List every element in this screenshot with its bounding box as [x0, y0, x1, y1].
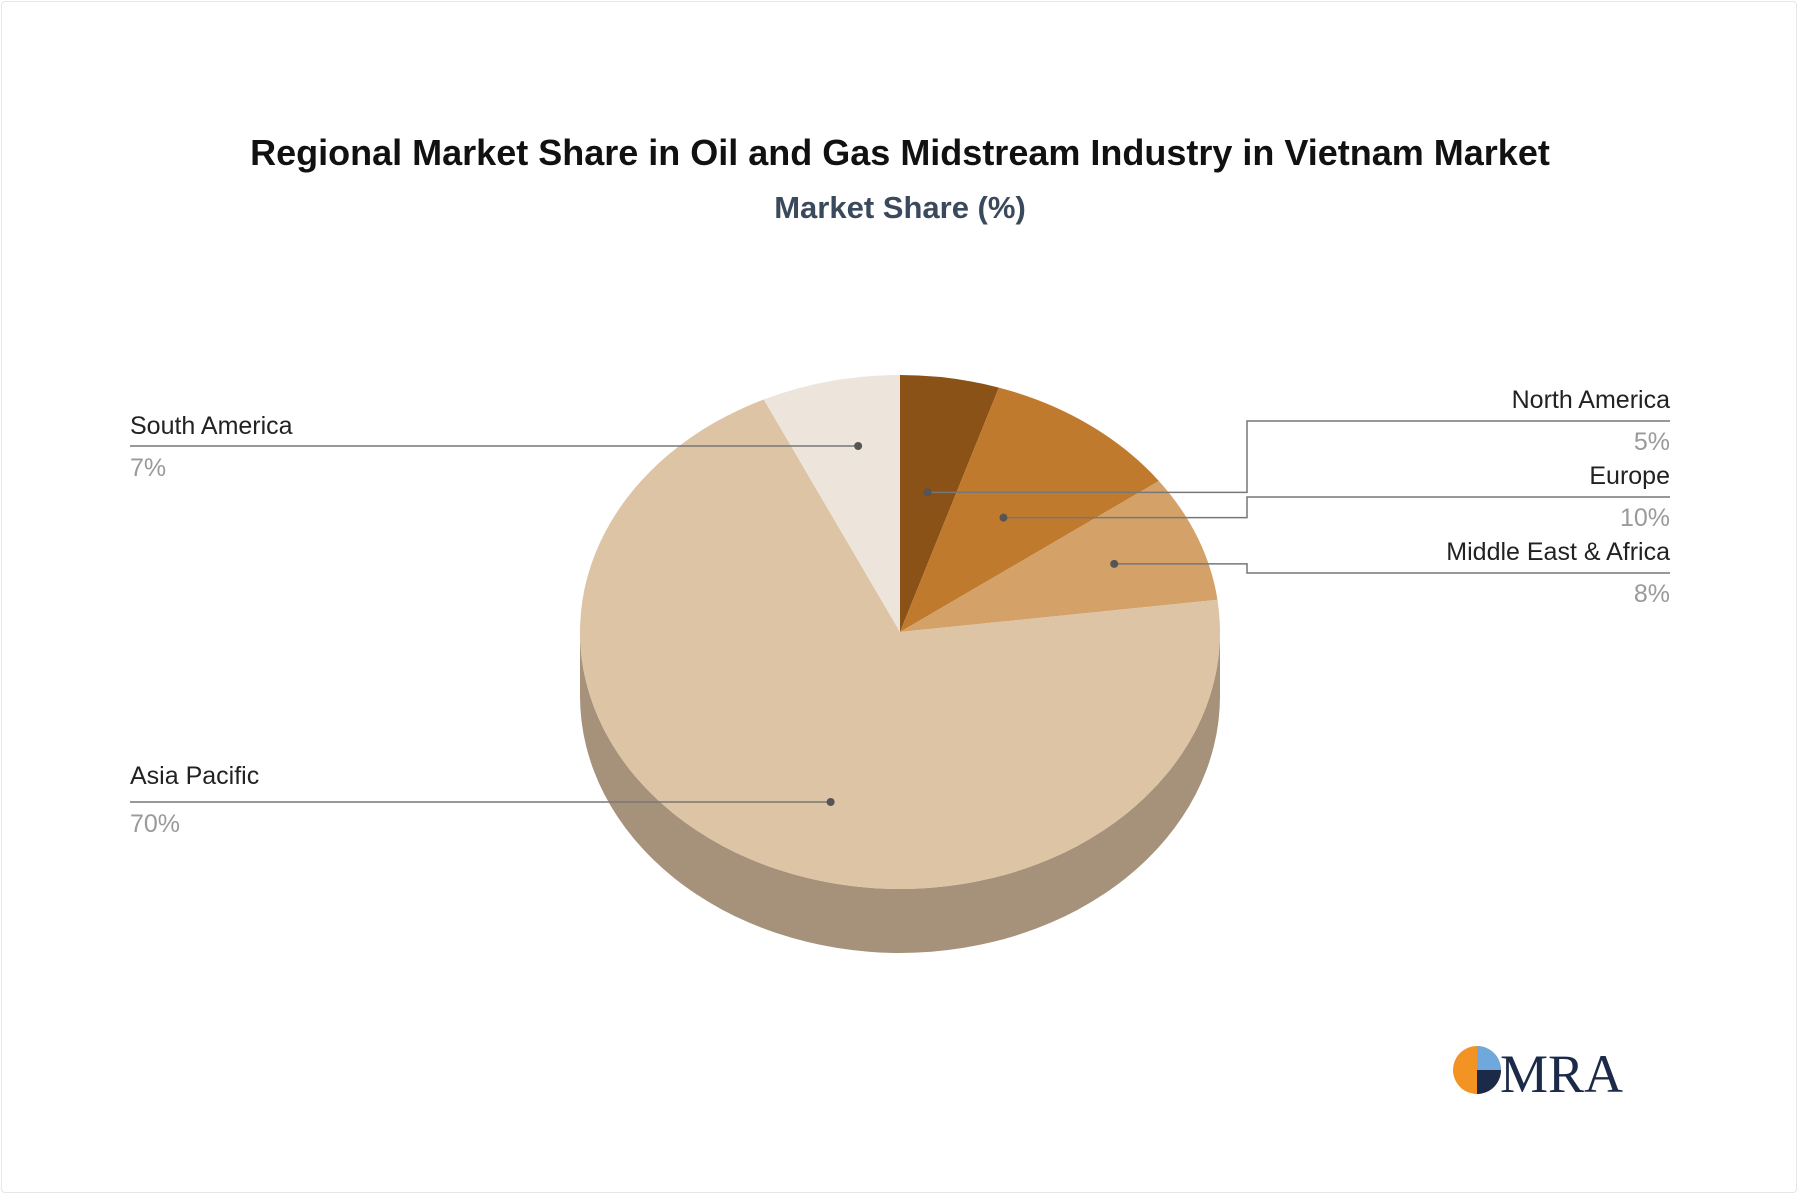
leader-line-north-america	[927, 420, 1670, 494]
pie-slice-middle-east-africa	[900, 480, 1218, 632]
pie-slice-south-america	[763, 375, 900, 632]
leader-dot-north-america	[923, 488, 932, 497]
chart-subtitle: Market Share (%)	[774, 190, 1026, 225]
pie-slice-north-america	[900, 375, 999, 632]
mra-logo: MRA	[1450, 1040, 1640, 1104]
pie-slice-europe	[900, 387, 1159, 632]
chart-title: Regional Market Share in Oil and Gas Mid…	[250, 132, 1550, 173]
label-value-north-america: 5%	[1634, 428, 1670, 456]
label-value-middle-east-africa: 8%	[1634, 580, 1670, 608]
label-name-north-america: North America	[1512, 386, 1670, 414]
leader-line-middle-east-africa	[1114, 563, 1670, 574]
leader-dot-asia-pacific	[826, 798, 835, 806]
leader-dot-south-america	[854, 442, 863, 450]
logo-text: MRA	[1500, 1044, 1623, 1100]
label-name-south-america: South America	[130, 412, 293, 440]
pie-slices	[580, 375, 1220, 889]
label-name-asia-pacific: Asia Pacific	[130, 762, 259, 790]
leader-dot-europe	[999, 513, 1008, 522]
label-value-south-america: 7%	[130, 454, 166, 482]
pie-slice-asia-pacific	[580, 399, 1220, 889]
pie-labels: North America 5% Europe 10% Middle East & Af…	[130, 386, 1670, 838]
leader-dot-middle-east-africa	[1110, 559, 1119, 568]
label-value-asia-pacific: 70%	[130, 810, 180, 838]
label-name-europe: Europe	[1589, 462, 1670, 490]
leader-line-europe	[1003, 496, 1670, 519]
label-name-middle-east-africa: Middle East & Africa	[1446, 538, 1670, 566]
label-value-europe: 10%	[1620, 504, 1670, 532]
pie-3d-side	[580, 632, 1220, 953]
